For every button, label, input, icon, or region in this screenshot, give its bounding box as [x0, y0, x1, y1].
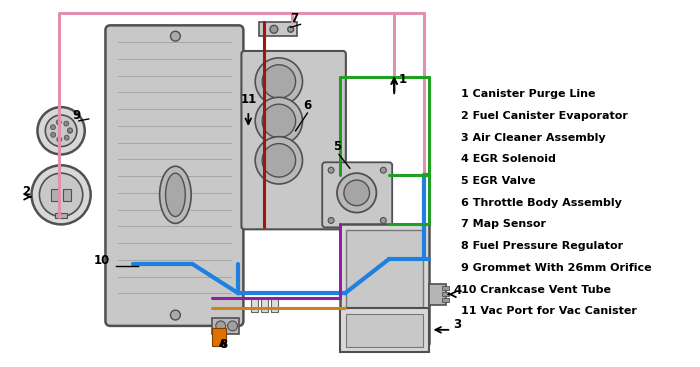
Circle shape	[67, 128, 72, 133]
Text: 7 Map Sensor: 7 Map Sensor	[461, 219, 546, 229]
Circle shape	[337, 173, 377, 212]
Circle shape	[56, 120, 62, 125]
Bar	[442, 292, 449, 296]
Bar	[51, 189, 59, 201]
Text: 9: 9	[72, 109, 80, 122]
Bar	[271, 298, 278, 312]
Circle shape	[256, 97, 302, 145]
Text: 3: 3	[454, 318, 461, 331]
Text: 10 Crankcase Vent Tube: 10 Crankcase Vent Tube	[461, 284, 611, 294]
Circle shape	[64, 135, 69, 140]
Circle shape	[216, 321, 225, 331]
Circle shape	[256, 58, 302, 105]
Bar	[55, 212, 67, 218]
Text: 10: 10	[94, 254, 110, 267]
Text: 1: 1	[399, 73, 407, 87]
Bar	[259, 22, 297, 36]
Text: 4 EGR Solenoid: 4 EGR Solenoid	[461, 155, 556, 164]
Circle shape	[270, 25, 278, 33]
Circle shape	[262, 65, 295, 98]
FancyBboxPatch shape	[241, 51, 346, 229]
Circle shape	[328, 218, 334, 224]
Circle shape	[171, 310, 181, 320]
FancyBboxPatch shape	[322, 162, 392, 227]
Bar	[442, 298, 449, 302]
Bar	[346, 230, 423, 337]
Text: 8: 8	[219, 338, 227, 350]
Circle shape	[288, 26, 293, 32]
Text: 6: 6	[304, 99, 312, 112]
Circle shape	[328, 167, 334, 173]
Circle shape	[64, 121, 69, 126]
Text: 8 Fuel Pressure Regulator: 8 Fuel Pressure Regulator	[461, 241, 623, 251]
Circle shape	[256, 137, 302, 184]
Text: 9 Grommet With 26mm Orifice: 9 Grommet With 26mm Orifice	[461, 263, 652, 273]
Ellipse shape	[165, 173, 186, 217]
Bar	[346, 314, 423, 346]
Text: 2 Fuel Canister Evaporator: 2 Fuel Canister Evaporator	[461, 111, 628, 121]
Bar	[251, 298, 258, 312]
Text: 5 EGR Valve: 5 EGR Valve	[461, 176, 536, 186]
Text: 4: 4	[454, 284, 461, 297]
Text: 7: 7	[290, 12, 299, 25]
Circle shape	[50, 132, 56, 137]
Text: 11: 11	[240, 93, 257, 106]
Bar	[261, 298, 268, 312]
Bar	[212, 328, 225, 346]
Circle shape	[50, 125, 55, 130]
Circle shape	[380, 218, 386, 224]
Circle shape	[46, 115, 77, 146]
Circle shape	[228, 321, 237, 331]
Bar	[340, 308, 428, 352]
Text: 3 Air Cleaner Assembly: 3 Air Cleaner Assembly	[461, 133, 606, 143]
Text: 5: 5	[333, 141, 342, 153]
Bar	[212, 318, 239, 334]
Circle shape	[37, 107, 85, 155]
Circle shape	[32, 165, 91, 224]
Circle shape	[39, 173, 83, 217]
Bar	[63, 189, 71, 201]
Bar	[340, 224, 428, 343]
Circle shape	[344, 180, 370, 206]
Bar	[428, 284, 447, 305]
Text: 6 Throttle Body Assembly: 6 Throttle Body Assembly	[461, 198, 622, 208]
Text: 1 Canister Purge Line: 1 Canister Purge Line	[461, 90, 596, 99]
Circle shape	[262, 104, 295, 138]
Circle shape	[262, 143, 295, 177]
Circle shape	[57, 137, 62, 142]
Ellipse shape	[160, 166, 191, 224]
Bar	[442, 287, 449, 290]
Circle shape	[380, 167, 386, 173]
Circle shape	[67, 128, 72, 133]
Text: 11 Vac Port for Vac Canister: 11 Vac Port for Vac Canister	[461, 306, 637, 316]
Circle shape	[171, 31, 181, 41]
FancyBboxPatch shape	[106, 25, 244, 326]
Text: 2: 2	[22, 185, 30, 198]
